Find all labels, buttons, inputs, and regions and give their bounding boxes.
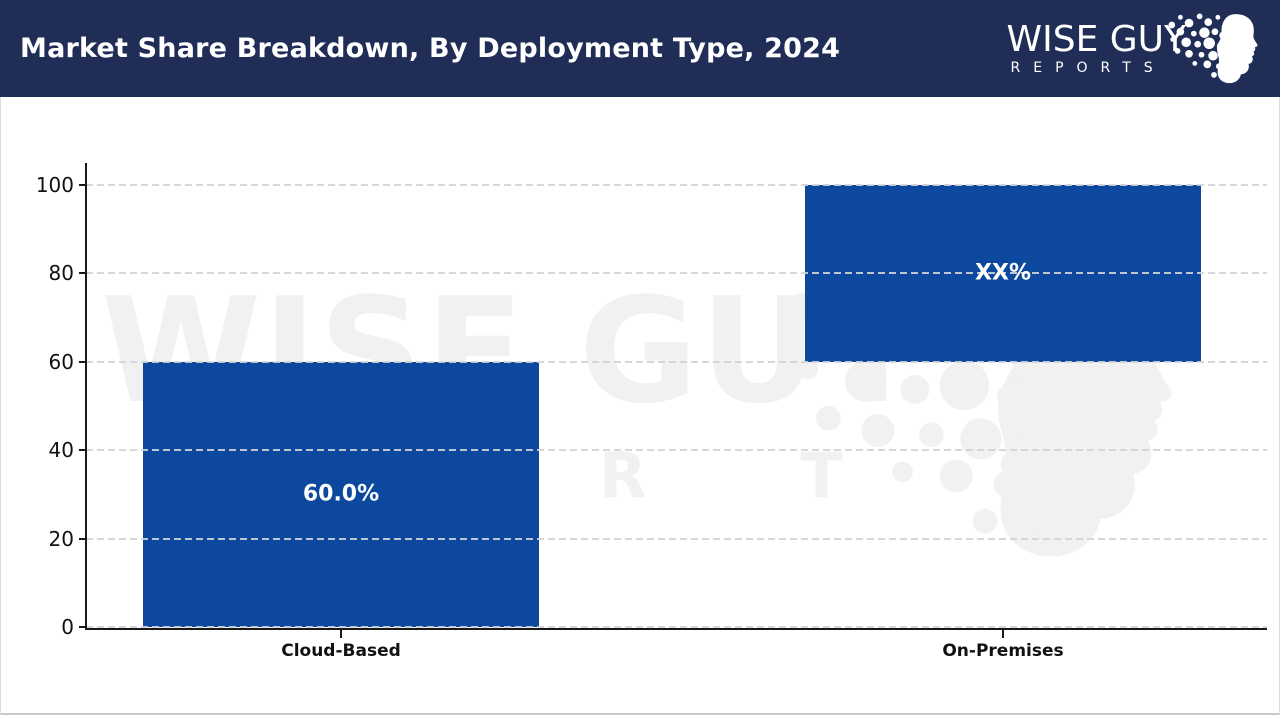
dotted-face-profile-icon — [1168, 12, 1258, 83]
x-axis-line — [85, 628, 1267, 630]
logo-wordmark: WISE GUY — [1006, 19, 1187, 60]
logo-text: WISE GUY REPORTS — [1006, 19, 1187, 77]
x-tick-mark — [1002, 630, 1004, 638]
logo-subtitle: REPORTS — [1010, 60, 1166, 76]
x-tick-mark — [340, 630, 342, 638]
chart-canvas: WISE GUY R T S 60.0% XX% 0 20 40 60 80 100 Cloud… — [0, 97, 1280, 715]
y-tick-mark — [79, 272, 86, 275]
y-axis-tick-label: 0 — [61, 615, 74, 639]
page-title: Market Share Breakdown, By Deployment Ty… — [20, 33, 841, 64]
y-tick-mark — [79, 184, 86, 186]
x-axis-category-label: Cloud-Based — [281, 641, 401, 661]
bar-value-label: XX% — [975, 260, 1031, 286]
gridline-y0 — [86, 626, 1267, 628]
x-axis-category-label: On-Premises — [942, 641, 1064, 661]
y-axis-tick-label: 80 — [48, 261, 74, 286]
y-tick-mark — [79, 360, 86, 363]
y-tick-mark — [79, 626, 86, 628]
header-bar: Market Share Breakdown, By Deployment Ty… — [0, 0, 1280, 97]
y-tick-mark — [79, 537, 86, 540]
y-axis-line — [85, 163, 87, 630]
y-axis-tick-label: 100 — [35, 173, 74, 197]
gridline-y40 — [86, 449, 1267, 452]
y-axis-tick-label: 40 — [48, 438, 74, 463]
bar-chart-plot: 60.0% XX% 0 20 40 60 80 100 Cloud-Based On-Premis… — [1, 97, 1279, 713]
wise-guy-logo: WISE GUY REPORTS — [1007, 9, 1263, 89]
y-tick-mark — [79, 449, 86, 452]
y-axis-tick-label: 20 — [48, 526, 74, 551]
bar-cloud-based — [143, 361, 539, 627]
y-axis-tick-label: 60 — [48, 349, 74, 374]
gridline-y60 — [86, 360, 1267, 363]
gridline-y100 — [86, 184, 1267, 186]
bar-value-label: 60.0% — [302, 481, 380, 507]
gridline-y20 — [86, 537, 1267, 540]
gridline-y80 — [86, 272, 1267, 275]
